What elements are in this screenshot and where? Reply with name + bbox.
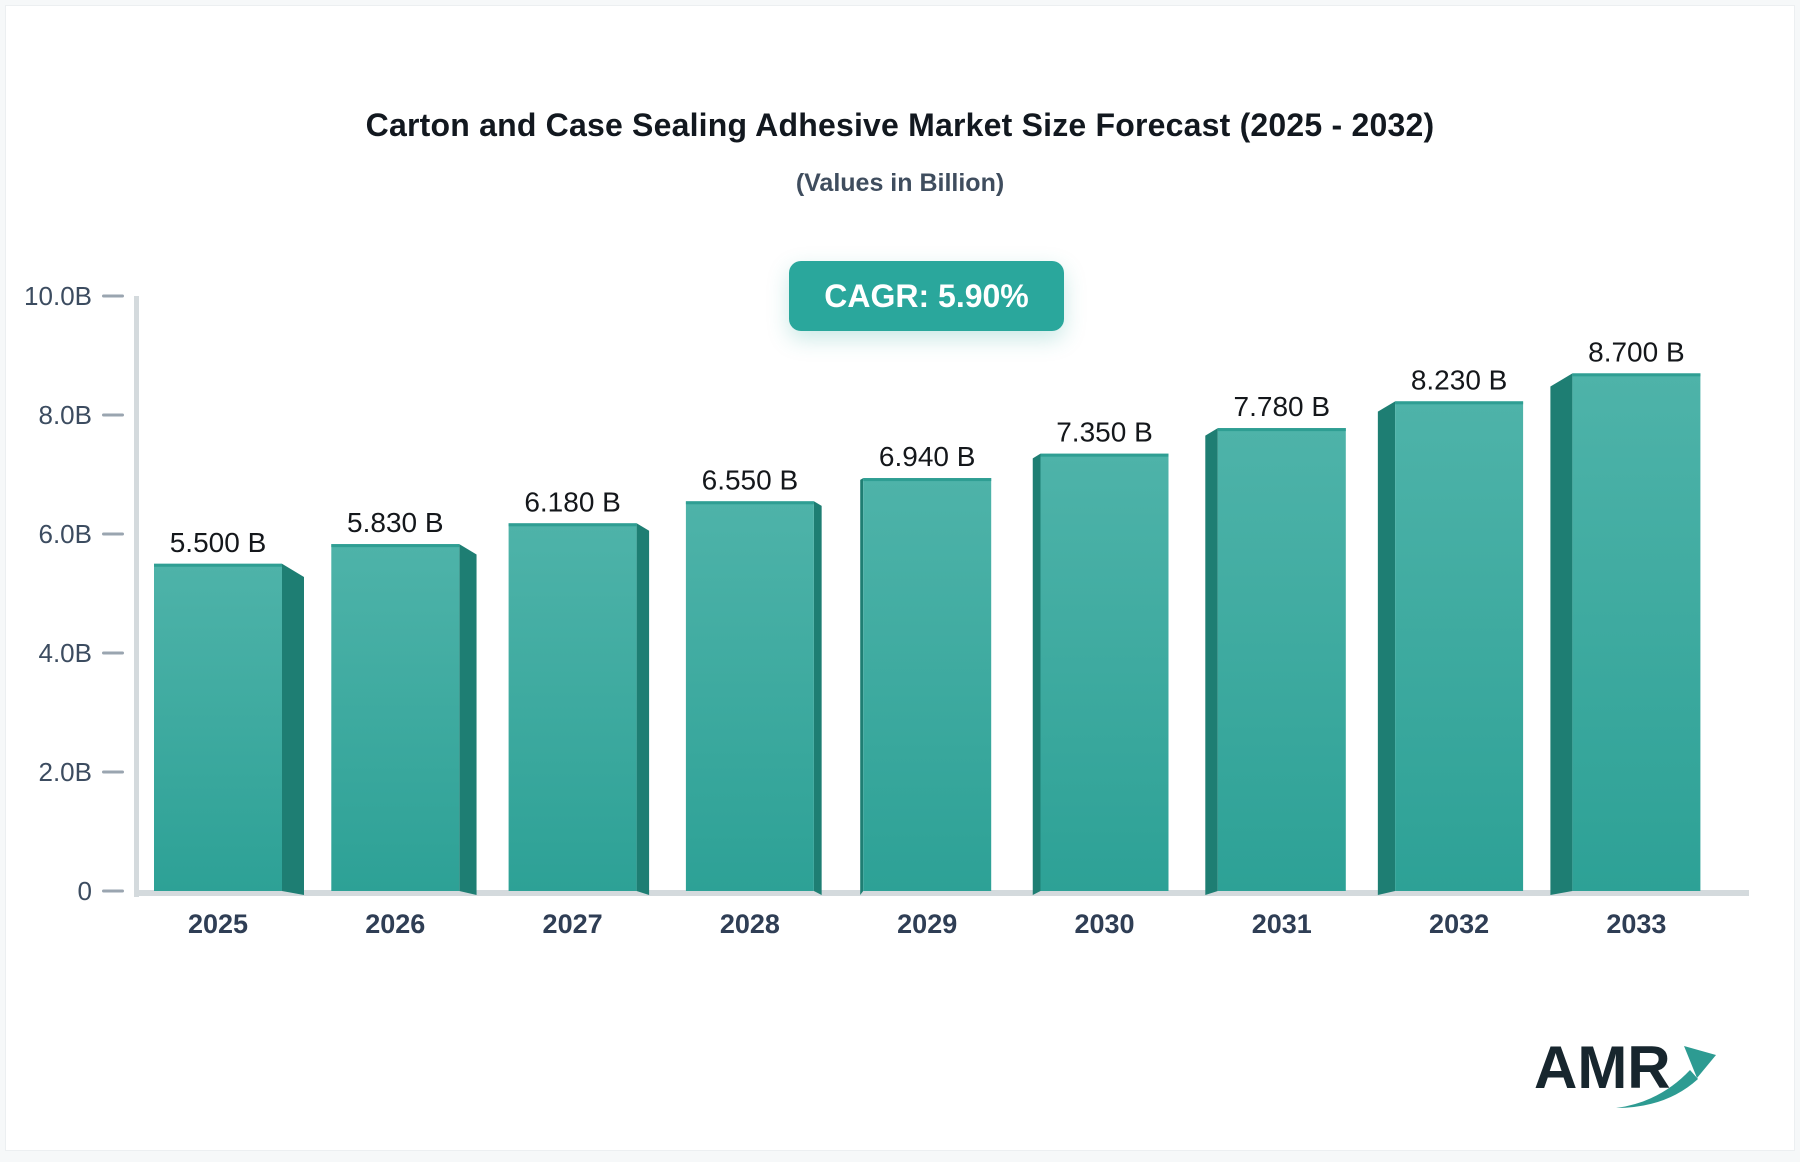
bar-value-label: 7.780 B [1234,391,1331,422]
x-axis-label: 2026 [365,909,425,939]
growth-arrow-icon [1616,1046,1716,1108]
bar-side-face [813,501,822,895]
amr-logo: AMR [1534,1038,1719,1118]
y-axis-tick [102,413,124,417]
x-axis-label: 2032 [1429,909,1489,939]
bar-top-edge [1217,428,1346,432]
bar-side-face [1550,373,1573,896]
bar-2025[interactable] [154,563,282,891]
bar-top-edge [154,563,282,567]
bar-side-face [1032,453,1041,895]
bar-group-2026 [331,544,477,895]
bar-2028[interactable] [685,501,814,891]
bar-2029[interactable] [863,478,992,891]
chart-card: Carton and Case Sealing Adhesive Market … [5,5,1795,1151]
bar-top-edge [1040,453,1169,457]
bar-chart: 0 2.0B 4.0B 6.0B 8.0B 10.0B 5.500 B 2025 5.830 … [24,281,1749,939]
bar-group-2031 [1205,428,1346,895]
bar-2030[interactable] [1040,453,1169,891]
bar-2026[interactable] [331,544,460,891]
bar-top-edge [863,478,992,482]
y-axis-tick [102,651,124,655]
bars-layer [154,373,1701,896]
y-axis-tick-label: 10.0B [24,281,92,311]
bar-side-face [1377,401,1396,895]
bar-2031[interactable] [1217,428,1346,891]
bar-top-edge [1572,373,1701,377]
x-axis-label: 2027 [543,909,603,939]
bar-2032[interactable] [1395,401,1524,891]
bar-value-label: 8.230 B [1411,364,1508,395]
bar-value-label: 6.940 B [879,441,976,472]
bar-value-label: 5.500 B [170,527,267,558]
bar-side-face [636,523,650,895]
bar-value-label: 8.700 B [1588,336,1685,367]
x-axis-label: 2029 [897,909,957,939]
axis-layer: 0 2.0B 4.0B 6.0B 8.0B 10.0B [24,281,1749,906]
amr-logo-text: AMR [1534,1034,1671,1101]
bar-2027[interactable] [508,523,637,891]
y-axis-tick [102,889,124,893]
bar-group-2030 [1032,453,1169,895]
bar-group-2028 [685,501,822,895]
bar-top-edge [685,501,814,505]
y-axis-tick-label: 2.0B [39,757,93,787]
bar-value-label: 5.830 B [347,507,444,538]
x-axis-label: 2030 [1074,909,1134,939]
bar-group-2029 [860,478,992,895]
y-axis-tick-label: 4.0B [39,638,93,668]
y-axis-tick [102,294,124,298]
bar-value-label: 6.180 B [524,486,621,517]
bar-group-2032 [1377,401,1524,895]
cagr-badge-label: CAGR: 5.90% [824,277,1029,314]
y-axis-tick [102,770,124,774]
chart-title: Carton and Case Sealing Adhesive Market … [365,107,1435,143]
chart-subtitle: (Values in Billion) [795,169,1005,197]
bar-top-edge [508,523,637,527]
bar-side-face [459,544,477,895]
bar-value-label: 7.350 B [1056,417,1153,448]
bar-group-2025 [154,563,304,895]
x-axis-line [134,890,1749,896]
bar-side-face [1205,428,1218,895]
bar-group-2033 [1550,373,1701,896]
bar-value-label: 6.550 B [702,464,799,495]
bar-side-face [282,563,304,895]
y-axis-line [134,296,139,897]
y-axis-tick-label: 0 [78,876,92,906]
bar-side-face [860,478,864,895]
y-axis-tick-label: 6.0B [39,519,93,549]
bar-top-edge [331,544,460,548]
x-axis-label: 2031 [1252,909,1312,939]
x-axis-label: 2033 [1606,909,1666,939]
x-axis-label: 2025 [188,909,248,939]
bar-group-2027 [508,523,650,895]
y-axis-tick [102,532,124,536]
labels-layer: 5.500 B 2025 5.830 B 2026 6.180 B 2027 6.550 B… [170,336,1685,939]
bar-top-edge [1395,401,1524,405]
y-axis-tick-label: 8.0B [39,400,93,430]
x-axis-label: 2028 [720,909,780,939]
cagr-badge: CAGR: 5.90% [789,261,1064,331]
bar-2033[interactable] [1572,373,1701,892]
